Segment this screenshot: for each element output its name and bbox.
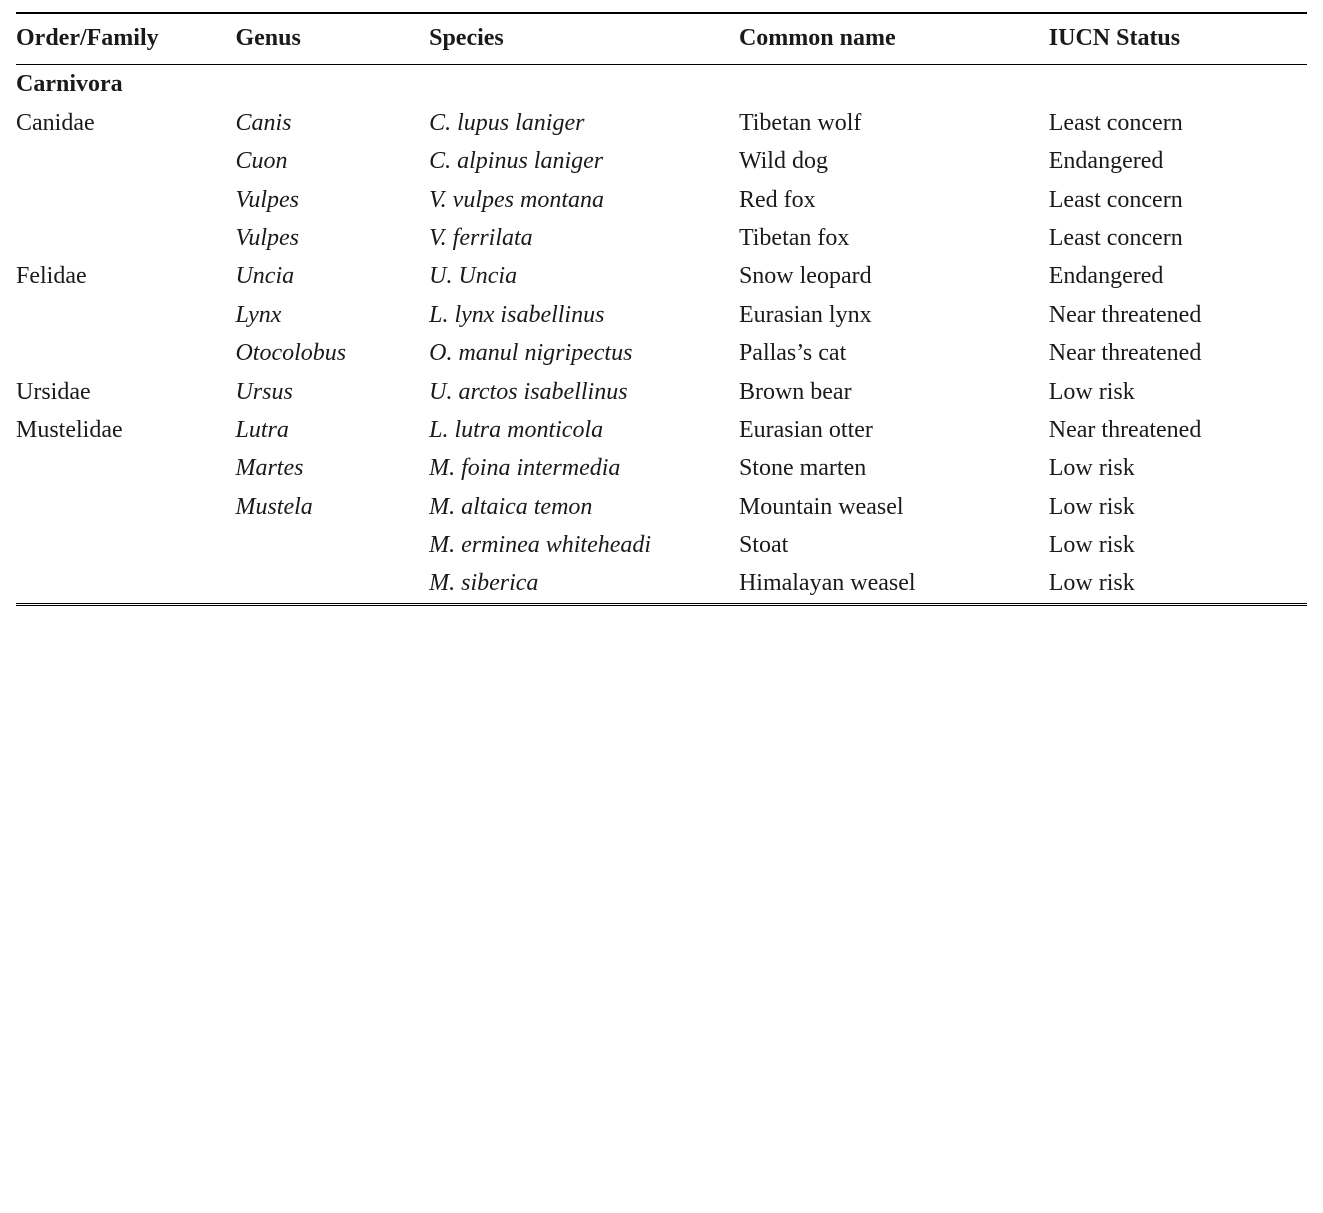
cell-species: V. ferrilata (429, 219, 739, 257)
table-row: MustelaM. altaica temonMountain weaselLo… (16, 488, 1307, 526)
cell-genus: Mustela (235, 488, 429, 526)
cell-genus: Canis (235, 104, 429, 142)
cell-common-name: Snow leopard (739, 257, 1049, 295)
cell-iucn-status: Near threatened (1049, 334, 1307, 372)
cell-species: M. foina intermedia (429, 449, 739, 487)
cell-iucn-status: Low risk (1049, 488, 1307, 526)
cell-iucn-status: Near threatened (1049, 411, 1307, 449)
cell-species: L. lynx isabellinus (429, 296, 739, 334)
cell-family (16, 334, 235, 372)
cell-common-name: Tibetan fox (739, 219, 1049, 257)
cell-species: M. altaica temon (429, 488, 739, 526)
cell-genus: Vulpes (235, 181, 429, 219)
order-header-row: Carnivora (16, 65, 1307, 104)
cell-family (16, 296, 235, 334)
cell-iucn-status: Least concern (1049, 181, 1307, 219)
cell-genus: Lutra (235, 411, 429, 449)
cell-genus: Cuon (235, 142, 429, 180)
table-body: Carnivora CanidaeCanisC. lupus lanigerTi… (16, 65, 1307, 604)
table-row: OtocolobusO. manul nigripectusPallas’s c… (16, 334, 1307, 372)
cell-family: Mustelidae (16, 411, 235, 449)
species-table: Order/Family Genus Species Common name I… (16, 12, 1307, 606)
col-genus: Genus (235, 13, 429, 65)
cell-common-name: Stoat (739, 526, 1049, 564)
cell-genus (235, 564, 429, 604)
cell-family (16, 142, 235, 180)
cell-family (16, 488, 235, 526)
table-row: MustelidaeLutraL. lutra monticolaEurasia… (16, 411, 1307, 449)
table-row: VulpesV. vulpes montanaRed foxLeast conc… (16, 181, 1307, 219)
cell-iucn-status: Low risk (1049, 564, 1307, 604)
cell-iucn-status: Least concern (1049, 219, 1307, 257)
table-row: UrsidaeUrsusU. arctos isabellinusBrown b… (16, 373, 1307, 411)
cell-common-name: Eurasian otter (739, 411, 1049, 449)
cell-iucn-status: Low risk (1049, 526, 1307, 564)
cell-genus: Otocolobus (235, 334, 429, 372)
cell-common-name: Eurasian lynx (739, 296, 1049, 334)
col-species: Species (429, 13, 739, 65)
cell-genus: Vulpes (235, 219, 429, 257)
cell-common-name: Pallas’s cat (739, 334, 1049, 372)
cell-family: Ursidae (16, 373, 235, 411)
cell-common-name: Himalayan weasel (739, 564, 1049, 604)
cell-species: U. arctos isabellinus (429, 373, 739, 411)
cell-family: Felidae (16, 257, 235, 295)
cell-species: M. erminea whiteheadi (429, 526, 739, 564)
table-header: Order/Family Genus Species Common name I… (16, 13, 1307, 65)
cell-common-name: Mountain weasel (739, 488, 1049, 526)
cell-iucn-status: Low risk (1049, 449, 1307, 487)
table-row: MartesM. foina intermediaStone martenLow… (16, 449, 1307, 487)
cell-family (16, 181, 235, 219)
table-row: FelidaeUnciaU. UnciaSnow leopardEndanger… (16, 257, 1307, 295)
cell-common-name: Brown bear (739, 373, 1049, 411)
col-common-name: Common name (739, 13, 1049, 65)
cell-species: L. lutra monticola (429, 411, 739, 449)
table-row: VulpesV. ferrilataTibetan foxLeast conce… (16, 219, 1307, 257)
cell-genus: Ursus (235, 373, 429, 411)
cell-species: M. siberica (429, 564, 739, 604)
cell-genus (235, 526, 429, 564)
cell-species: C. lupus laniger (429, 104, 739, 142)
cell-family (16, 526, 235, 564)
table-row: CanidaeCanisC. lupus lanigerTibetan wolf… (16, 104, 1307, 142)
col-iucn-status: IUCN Status (1049, 13, 1307, 65)
table-row: M. erminea whiteheadiStoatLow risk (16, 526, 1307, 564)
cell-family (16, 449, 235, 487)
cell-iucn-status: Near threatened (1049, 296, 1307, 334)
col-order-family: Order/Family (16, 13, 235, 65)
cell-genus: Uncia (235, 257, 429, 295)
cell-genus: Martes (235, 449, 429, 487)
cell-genus: Lynx (235, 296, 429, 334)
cell-iucn-status: Endangered (1049, 257, 1307, 295)
cell-common-name: Stone marten (739, 449, 1049, 487)
cell-iucn-status: Endangered (1049, 142, 1307, 180)
cell-iucn-status: Low risk (1049, 373, 1307, 411)
cell-family (16, 564, 235, 604)
cell-family (16, 219, 235, 257)
cell-species: U. Uncia (429, 257, 739, 295)
cell-common-name: Wild dog (739, 142, 1049, 180)
table-row: M. sibericaHimalayan weaselLow risk (16, 564, 1307, 604)
order-header: Carnivora (16, 65, 1307, 104)
cell-species: C. alpinus laniger (429, 142, 739, 180)
cell-common-name: Red fox (739, 181, 1049, 219)
cell-common-name: Tibetan wolf (739, 104, 1049, 142)
cell-family: Canidae (16, 104, 235, 142)
table-row: LynxL. lynx isabellinusEurasian lynxNear… (16, 296, 1307, 334)
cell-species: O. manul nigripectus (429, 334, 739, 372)
cell-iucn-status: Least concern (1049, 104, 1307, 142)
cell-species: V. vulpes montana (429, 181, 739, 219)
table-row: CuonC. alpinus lanigerWild dogEndangered (16, 142, 1307, 180)
